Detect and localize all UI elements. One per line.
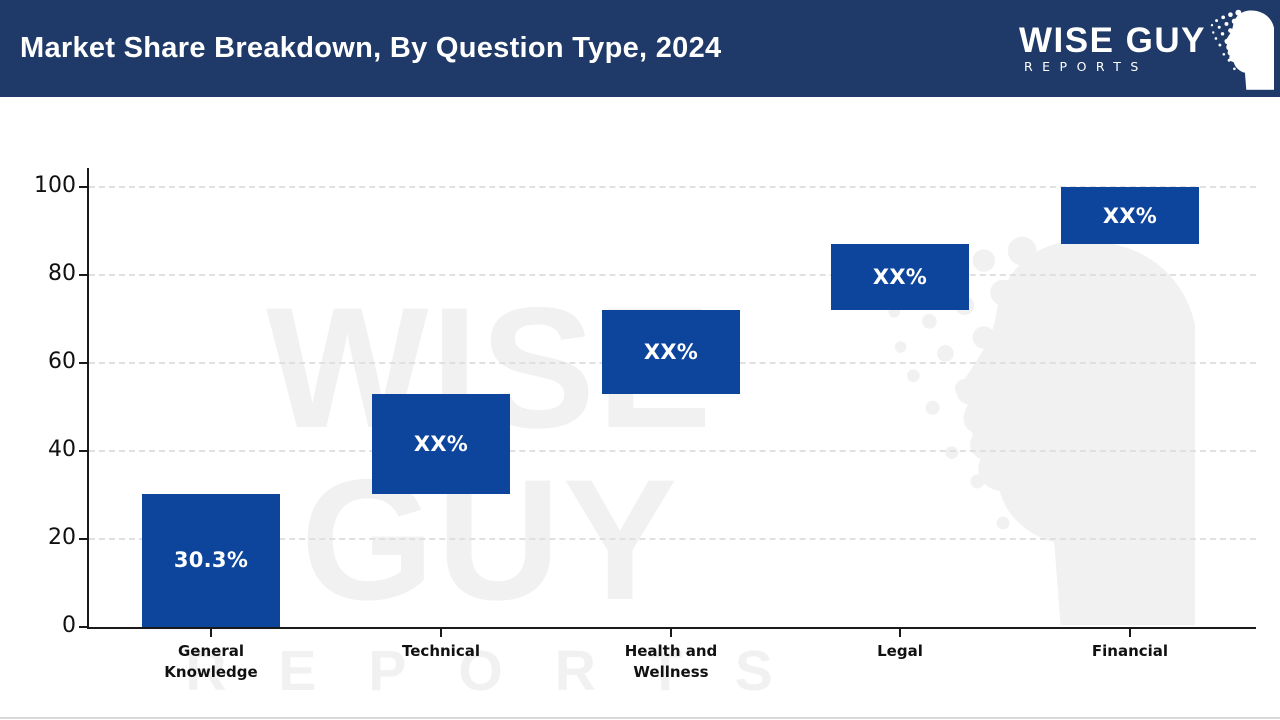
bar-value-label: XX% <box>413 431 469 456</box>
wiseguy-logo: WISE GUY REPORTS <box>1019 0 1274 97</box>
x-axis-line <box>87 627 1256 629</box>
gridline-y-100 <box>89 186 1256 188</box>
y-tick-mark <box>79 450 87 452</box>
chart-title: Market Share Breakdown, By Question Type… <box>20 32 722 64</box>
x-category-label: Financial <box>1091 642 1169 660</box>
x-category-label: Health and Wellness <box>624 642 718 681</box>
y-tick-mark <box>79 362 87 364</box>
y-tick-mark <box>79 186 87 188</box>
x-category-label: Technical <box>402 642 480 660</box>
x-tick-mark <box>1129 629 1131 637</box>
x-tick-mark <box>210 629 212 637</box>
y-tick-mark <box>79 626 87 628</box>
watermark-subtitle: REPORTS <box>185 639 825 703</box>
bar-legal: XX% <box>831 244 969 311</box>
bar-value-label: XX% <box>643 339 699 364</box>
y-axis-line <box>87 168 89 629</box>
x-tick-mark <box>440 629 442 637</box>
logo-subtitle: REPORTS <box>1023 59 1148 75</box>
y-tick-label: 40 <box>48 437 76 462</box>
x-category-label: General Knowledge <box>164 642 258 681</box>
y-tick-mark <box>79 538 87 540</box>
gridline-y-40 <box>89 450 1256 452</box>
wiseguy-face-icon <box>1208 3 1274 95</box>
y-tick-label: 80 <box>48 261 76 286</box>
bar-general-knowledge: 30.3% <box>142 493 280 627</box>
x-tick-mark <box>899 629 901 637</box>
bar-financial: XX% <box>1061 187 1199 245</box>
bar-health-and-wellness: XX% <box>602 310 740 394</box>
y-tick-label: 60 <box>48 349 76 374</box>
chart-plot-area: WISE GUY REPORTS 0 20 40 60 80 100 30.3% Genera… <box>0 97 1280 717</box>
x-category-label: Legal <box>877 642 923 660</box>
gridline-y-80 <box>89 274 1256 276</box>
bar-value-label: XX% <box>872 265 928 290</box>
y-tick-label: 100 <box>34 173 76 198</box>
bar-value-label: XX% <box>1102 203 1158 228</box>
y-tick-mark <box>79 274 87 276</box>
header: Market Share Breakdown, By Question Type… <box>0 0 1280 97</box>
bottom-divider <box>0 717 1280 719</box>
logo-wordmark: WISE GUY <box>1018 21 1206 61</box>
y-tick-label: 20 <box>48 525 76 550</box>
y-tick-label: 0 <box>62 613 76 638</box>
bar-value-label: 30.3% <box>173 548 249 573</box>
gridline-y-20 <box>89 538 1256 540</box>
bar-technical: XX% <box>372 393 510 494</box>
x-tick-mark <box>670 629 672 637</box>
